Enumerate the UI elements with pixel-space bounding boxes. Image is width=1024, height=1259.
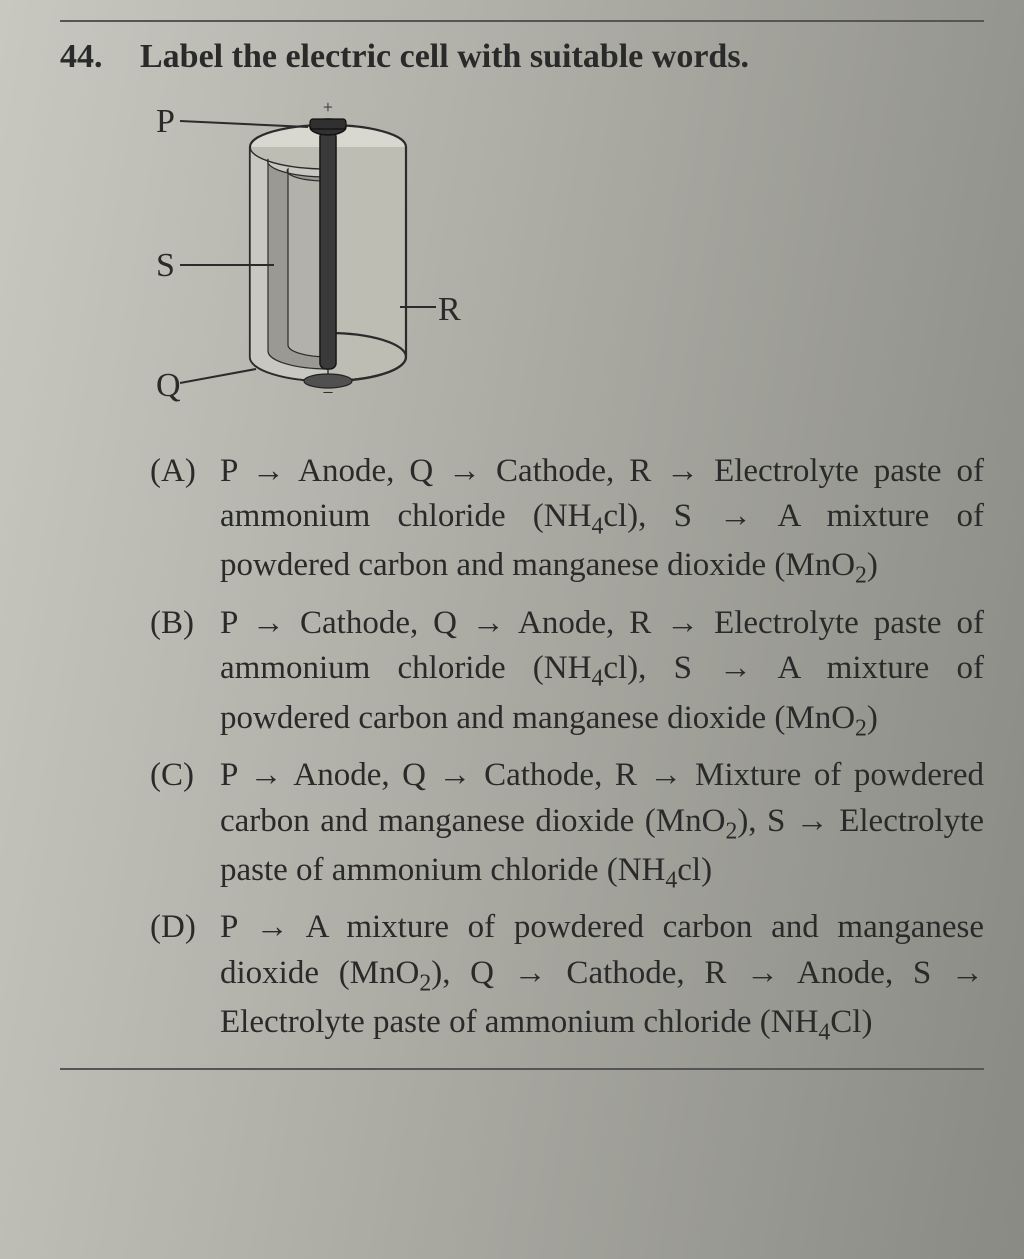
option-text: P → Anode, Q → Cathode, R → Mixture of p…	[220, 753, 984, 897]
bottom-divider	[60, 1068, 984, 1070]
option-letter: (B)	[150, 601, 206, 647]
svg-text:−: −	[322, 382, 333, 404]
svg-text:+: +	[323, 99, 333, 117]
question-number: 44.	[60, 36, 112, 79]
options-list: (A) P → Anode, Q → Cathode, R → Electrol…	[150, 449, 984, 1050]
cell-diagram: + − P S Q R	[150, 99, 490, 419]
question-header: 44. Label the electric cell with suitabl…	[60, 36, 984, 79]
option-c: (C) P → Anode, Q → Cathode, R → Mixture …	[150, 753, 984, 897]
option-b: (B) P → Cathode, Q → Anode, R → Electrol…	[150, 601, 984, 745]
option-a: (A) P → Anode, Q → Cathode, R → Electrol…	[150, 449, 984, 593]
label-p: P	[156, 103, 175, 141]
label-q: Q	[156, 367, 181, 405]
cell-svg: + −	[150, 99, 490, 419]
option-text: P → Cathode, Q → Anode, R → Electrolyte …	[220, 601, 984, 745]
question-title: Label the electric cell with suitable wo…	[140, 36, 984, 79]
option-letter: (D)	[150, 905, 206, 951]
option-d: (D) P → A mixture of powdered carbon and…	[150, 905, 984, 1049]
option-text: P → A mixture of powdered carbon and man…	[220, 905, 984, 1049]
top-divider	[60, 20, 984, 22]
label-s: S	[156, 247, 175, 285]
option-text: P → Anode, Q → Cathode, R → Electrolyte …	[220, 449, 984, 593]
option-letter: (C)	[150, 753, 206, 799]
label-r: R	[438, 291, 461, 329]
page: 44. Label the electric cell with suitabl…	[0, 0, 1024, 1259]
option-letter: (A)	[150, 449, 206, 495]
